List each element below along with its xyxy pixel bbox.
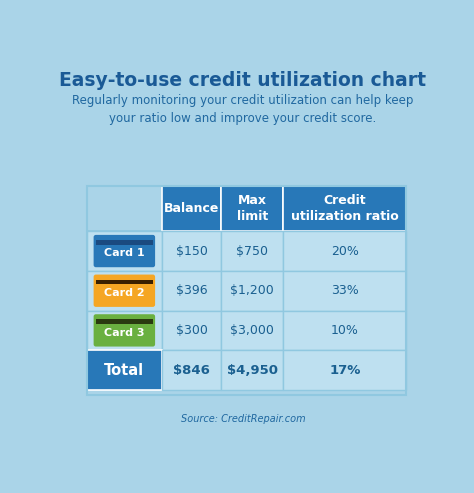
Bar [283, 350, 406, 390]
FancyBboxPatch shape [93, 314, 155, 347]
Bar [87, 186, 162, 231]
Text: $300: $300 [175, 324, 208, 337]
Bar [87, 231, 162, 271]
Bar [283, 271, 406, 311]
Bar [87, 186, 406, 395]
Text: Max
limit: Max limit [237, 194, 268, 223]
Text: 17%: 17% [329, 363, 361, 377]
Text: $4,950: $4,950 [227, 363, 278, 377]
Text: Credit
utilization ratio: Credit utilization ratio [291, 194, 399, 223]
Text: $846: $846 [173, 363, 210, 377]
Bar [162, 350, 221, 390]
Text: Balance: Balance [164, 202, 219, 215]
Text: $1,200: $1,200 [230, 284, 274, 297]
Bar [283, 186, 406, 231]
Bar [283, 231, 406, 271]
Text: Card 1: Card 1 [104, 248, 145, 258]
Text: 10%: 10% [331, 324, 359, 337]
Bar [87, 271, 162, 311]
Bar [221, 311, 283, 350]
Text: 33%: 33% [331, 284, 359, 297]
Bar [87, 311, 162, 350]
Bar [96, 240, 153, 245]
Text: Card 3: Card 3 [104, 328, 145, 338]
FancyBboxPatch shape [93, 235, 155, 267]
Bar [221, 186, 283, 231]
Text: 20%: 20% [331, 245, 359, 257]
Bar [162, 231, 221, 271]
Bar [221, 271, 283, 311]
Bar [96, 280, 153, 284]
Bar [162, 186, 221, 231]
Bar [221, 231, 283, 271]
Bar [221, 350, 283, 390]
Bar [162, 271, 221, 311]
FancyBboxPatch shape [93, 275, 155, 307]
Text: Source: CreditRepair.com: Source: CreditRepair.com [181, 414, 305, 424]
Text: Regularly monitoring your credit utilization can help keep
your ratio low and im: Regularly monitoring your credit utiliza… [72, 94, 414, 125]
Text: $396: $396 [176, 284, 207, 297]
Text: Easy-to-use credit utilization chart: Easy-to-use credit utilization chart [59, 70, 427, 90]
Text: Total: Total [104, 362, 145, 378]
Bar [162, 311, 221, 350]
Text: $3,000: $3,000 [230, 324, 274, 337]
Text: Card 2: Card 2 [104, 288, 145, 298]
Bar [87, 350, 162, 390]
Text: $750: $750 [236, 245, 268, 257]
Bar [96, 319, 153, 324]
Bar [283, 311, 406, 350]
Text: $150: $150 [175, 245, 208, 257]
